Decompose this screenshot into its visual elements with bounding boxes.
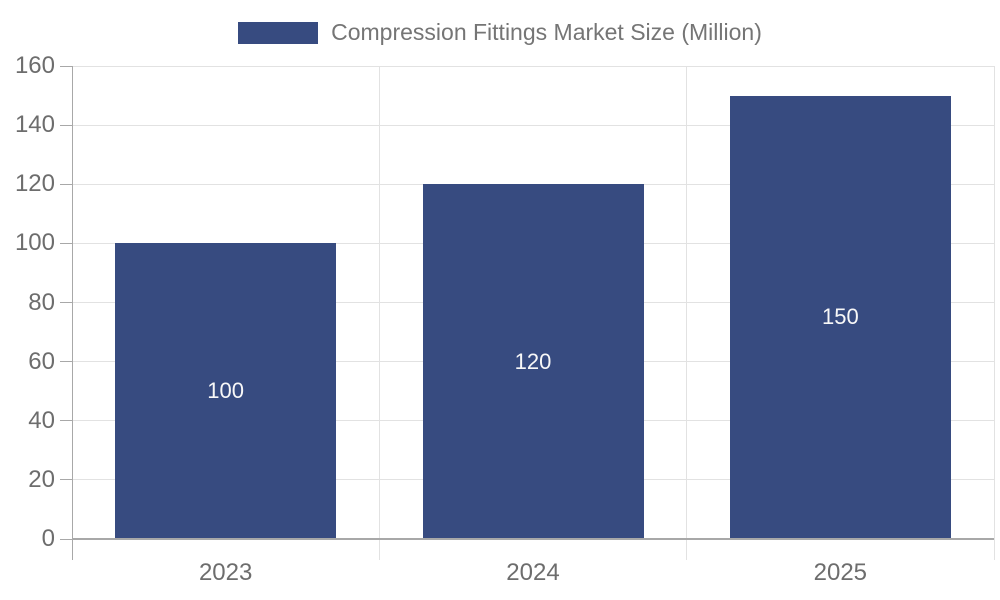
y-tick-label: 160	[14, 52, 55, 79]
y-tick-label: 20	[28, 465, 55, 493]
y-tick-label: 60	[28, 347, 55, 375]
x-tick-label: 2023	[198, 559, 253, 586]
gridline-horizontal	[72, 65, 994, 67]
y-tick-label: 0	[41, 525, 55, 552]
x-tick-label: 2024	[506, 559, 560, 586]
x-axis-tick	[378, 539, 380, 560]
y-axis-tick	[60, 538, 72, 540]
bar-value-label: 100	[207, 378, 245, 404]
gridline-vertical	[378, 66, 380, 539]
bar: 100	[115, 243, 337, 539]
bar: 120	[422, 184, 644, 539]
y-axis-line	[71, 66, 73, 560]
y-axis-tick	[60, 361, 72, 363]
y-tick-label: 120	[14, 170, 55, 198]
y-axis-tick	[60, 479, 72, 481]
y-axis-tick	[60, 124, 72, 126]
y-axis-tick	[60, 302, 72, 303]
y-tick-label: 40	[28, 406, 55, 434]
gridline-vertical	[686, 66, 688, 539]
x-axis-tick	[686, 539, 688, 560]
gridline-vertical	[993, 66, 995, 539]
y-axis-tick	[60, 242, 72, 244]
y-tick-label: 100	[14, 229, 55, 257]
bar-value-label: 150	[821, 304, 859, 330]
x-tick-label: 2025	[813, 559, 868, 586]
y-axis-tick	[60, 420, 72, 422]
x-axis-tick	[993, 539, 995, 560]
legend: Compression Fittings Market Size (Millio…	[0, 19, 1000, 46]
y-axis-tick	[60, 183, 72, 185]
legend-swatch	[238, 21, 319, 44]
bar: 150	[729, 95, 951, 539]
x-axis-line	[72, 538, 994, 540]
legend-label: Compression Fittings Market Size (Millio…	[331, 19, 762, 45]
gridline-horizontal	[72, 124, 994, 126]
y-tick-label: 140	[14, 111, 55, 139]
bar-value-label: 120	[514, 348, 552, 374]
y-axis-tick	[60, 65, 72, 67]
y-tick-label: 80	[28, 288, 55, 316]
